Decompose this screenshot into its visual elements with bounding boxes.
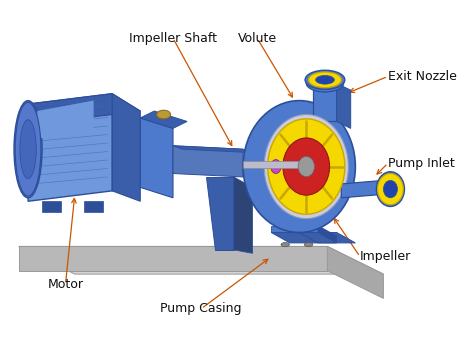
Polygon shape (140, 118, 173, 198)
Ellipse shape (309, 72, 341, 88)
Polygon shape (206, 177, 234, 250)
Polygon shape (28, 94, 140, 121)
Polygon shape (313, 83, 337, 121)
Polygon shape (28, 94, 112, 201)
Ellipse shape (304, 243, 313, 247)
Polygon shape (234, 177, 253, 253)
Ellipse shape (264, 115, 348, 219)
Polygon shape (341, 180, 383, 198)
Polygon shape (271, 232, 337, 243)
Ellipse shape (20, 120, 36, 179)
Polygon shape (18, 246, 328, 271)
Text: Pump Casing: Pump Casing (160, 302, 242, 315)
Text: Volute: Volute (237, 32, 277, 45)
Polygon shape (299, 232, 356, 243)
Polygon shape (42, 201, 61, 212)
Text: Impeller Shaft: Impeller Shaft (129, 32, 217, 45)
Polygon shape (243, 161, 306, 168)
Ellipse shape (298, 156, 314, 177)
Text: Pump Inlet: Pump Inlet (388, 156, 455, 170)
Polygon shape (318, 226, 337, 243)
Ellipse shape (306, 75, 344, 92)
Ellipse shape (15, 102, 41, 196)
Ellipse shape (281, 243, 290, 247)
Ellipse shape (283, 138, 329, 195)
Polygon shape (337, 83, 351, 128)
Text: Impeller: Impeller (360, 250, 411, 263)
Polygon shape (328, 246, 383, 298)
Polygon shape (271, 226, 318, 232)
Text: Motor: Motor (47, 278, 83, 291)
Ellipse shape (376, 172, 404, 206)
Ellipse shape (14, 101, 42, 198)
Polygon shape (112, 94, 140, 201)
Polygon shape (37, 101, 93, 139)
Polygon shape (140, 111, 187, 128)
Ellipse shape (156, 110, 171, 119)
Ellipse shape (243, 101, 356, 232)
Ellipse shape (316, 76, 334, 84)
Text: Exit Nozzle: Exit Nozzle (388, 70, 457, 83)
Ellipse shape (383, 180, 397, 198)
Ellipse shape (268, 119, 345, 214)
Polygon shape (173, 146, 243, 177)
Polygon shape (383, 180, 393, 198)
Ellipse shape (271, 160, 281, 174)
Polygon shape (84, 201, 103, 212)
Ellipse shape (378, 174, 403, 205)
Ellipse shape (305, 70, 345, 90)
Polygon shape (37, 101, 93, 139)
Polygon shape (18, 246, 383, 274)
Polygon shape (173, 146, 253, 153)
